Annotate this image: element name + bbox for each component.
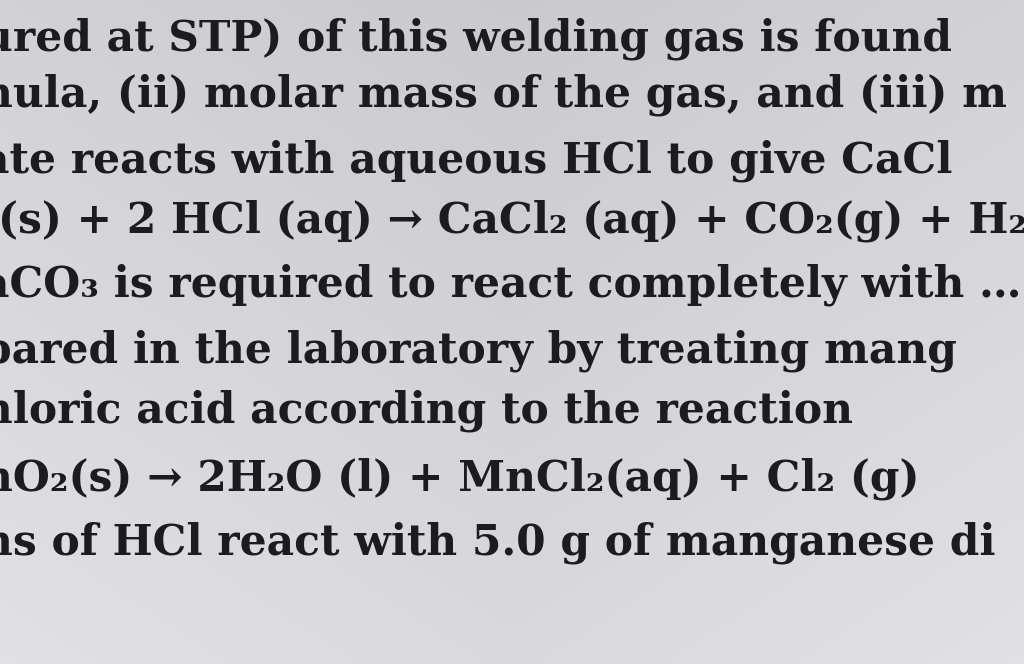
Text: pared in the laboratory by treating mang: pared in the laboratory by treating mang [0, 330, 956, 373]
Text: hloric acid according to the reaction: hloric acid according to the reaction [0, 390, 853, 432]
Text: nO₂(s) → 2H₂O (l) + MnCl₂(aq) + Cl₂ (g): nO₂(s) → 2H₂O (l) + MnCl₂(aq) + Cl₂ (g) [0, 458, 920, 501]
Text: nula, (ii) molar mass of the gas, and (iii) m: nula, (ii) molar mass of the gas, and (i… [0, 73, 1007, 116]
Text: ns of HCl react with 5.0 g of manganese di: ns of HCl react with 5.0 g of manganese … [0, 522, 995, 564]
Text: (s) + 2 HCl (aq) → CaCl₂ (aq) + CO₂(g) + H₂: (s) + 2 HCl (aq) → CaCl₂ (aq) + CO₂(g) +… [0, 200, 1024, 242]
Text: ured at STP) of this welding gas is found: ured at STP) of this welding gas is foun… [0, 18, 952, 60]
Text: ate reacts with aqueous HCl to give CaCl: ate reacts with aqueous HCl to give CaCl [0, 140, 952, 183]
Text: aCO₃ is required to react completely with …: aCO₃ is required to react completely wit… [0, 264, 1021, 307]
